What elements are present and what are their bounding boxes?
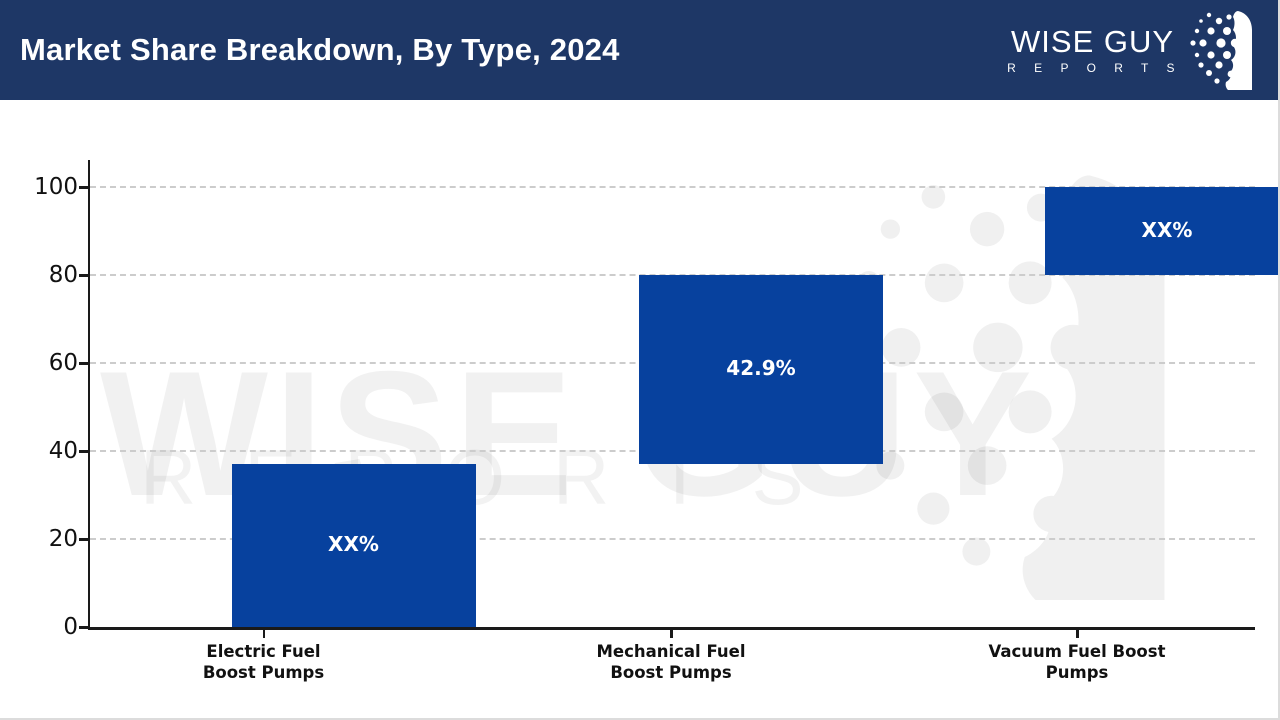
brand-reports-label: R E P O R T S xyxy=(1007,60,1182,75)
bar-1: XX% xyxy=(231,463,476,627)
x-tick-mark xyxy=(262,630,265,638)
wiseguy-face-icon xyxy=(1190,11,1252,90)
chart-canvas: WISE GUY REPORTS XX% 42.9% XX% 0 20 40 60 80 10… xyxy=(0,100,1278,718)
y-tick-label: 0 xyxy=(63,614,78,640)
x-category-label: Vacuum Fuel Boost Pumps xyxy=(988,642,1166,682)
y-tick-mark xyxy=(79,362,88,365)
y-tick-label: 40 xyxy=(48,438,78,464)
y-tick-label: 80 xyxy=(48,262,78,288)
bar-3: XX% xyxy=(1045,187,1278,275)
gridline-y100 xyxy=(90,186,1255,188)
y-tick-mark xyxy=(79,186,88,189)
chart-title: Market Share Breakdown, By Type, 2024 xyxy=(20,32,620,67)
x-tick-mark xyxy=(1076,630,1079,638)
brand-logo: WISE GUY R E P O R T S xyxy=(1003,10,1252,90)
y-tick-mark xyxy=(79,274,88,277)
brand-wordmark: WISE GUY xyxy=(1011,23,1175,59)
y-tick-mark xyxy=(79,538,88,541)
gridline-y20 xyxy=(90,538,1255,540)
bar-value-label: XX% xyxy=(328,532,379,557)
y-tick-mark xyxy=(79,626,88,629)
y-tick-label: 20 xyxy=(48,526,78,552)
bar-value-label: 42.9% xyxy=(726,356,796,381)
header-bar: Market Share Breakdown, By Type, 2024 WI… xyxy=(0,0,1278,100)
y-tick-mark xyxy=(79,450,88,453)
y-tick-label: 100 xyxy=(34,174,78,200)
brand-wordmark-block: WISE GUY R E P O R T S xyxy=(1003,26,1182,75)
bar-value-label: XX% xyxy=(1141,218,1193,242)
x-tick-mark xyxy=(670,630,673,638)
bar-2: 42.9% xyxy=(639,275,883,464)
y-tick-label: 60 xyxy=(48,350,78,376)
x-category-label: Mechanical Fuel Boost Pumps xyxy=(596,642,746,682)
plot-area: XX% 42.9% XX% xyxy=(88,160,1278,630)
x-category-label: Electric Fuel Boost Pumps xyxy=(202,642,325,682)
